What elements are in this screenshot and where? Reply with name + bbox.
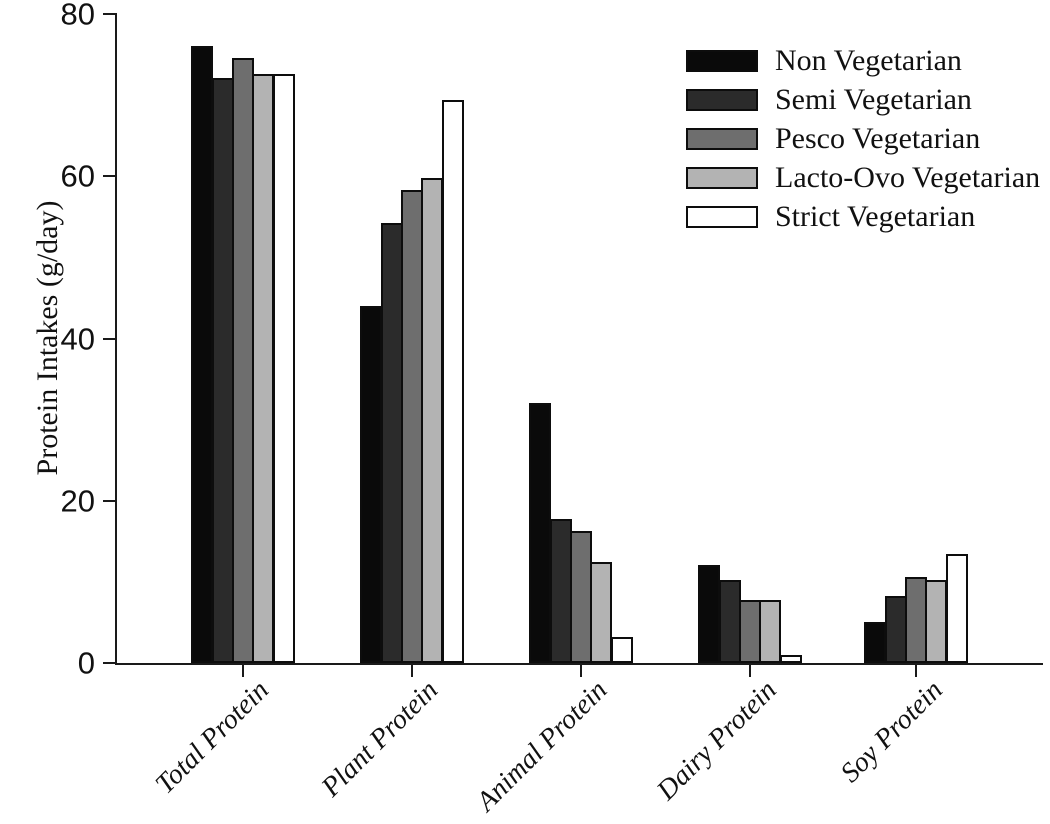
bar bbox=[529, 403, 552, 663]
bar bbox=[945, 553, 968, 663]
bar bbox=[211, 77, 234, 663]
bar bbox=[570, 531, 592, 663]
legend-item: Pesco Vegetarian bbox=[686, 122, 1040, 155]
bar bbox=[380, 222, 403, 663]
y-axis-title: Protein Intakes (g/day) bbox=[31, 200, 64, 476]
y-tick-mark bbox=[103, 175, 115, 178]
x-category-label: Dairy Protein bbox=[650, 674, 783, 807]
bar bbox=[698, 565, 721, 663]
legend-swatch bbox=[686, 89, 758, 111]
x-category-label: Total Protein bbox=[149, 674, 276, 801]
bar bbox=[925, 579, 948, 663]
y-tick-label: 20 bbox=[60, 483, 95, 519]
y-tick-mark bbox=[103, 499, 115, 502]
legend-item: Strict Vegetarian bbox=[686, 200, 1040, 233]
bar bbox=[905, 577, 927, 663]
y-tick-label: 0 bbox=[77, 645, 95, 681]
bar bbox=[360, 305, 383, 663]
y-tick-mark bbox=[103, 13, 115, 15]
bar bbox=[610, 636, 633, 663]
bar bbox=[549, 519, 572, 663]
x-category-label: Animal Protein bbox=[470, 674, 614, 818]
legend-swatch bbox=[686, 50, 758, 72]
bar bbox=[191, 46, 214, 663]
y-axis-line bbox=[115, 13, 117, 665]
legend-swatch bbox=[686, 128, 758, 150]
bar bbox=[759, 600, 782, 663]
legend-item: Semi Vegetarian bbox=[686, 83, 1040, 116]
y-tick-label: 40 bbox=[60, 321, 95, 356]
legend: Non Vegetarian Semi Vegetarian Pesco Veget… bbox=[686, 44, 1041, 243]
bar bbox=[401, 190, 423, 663]
bar bbox=[232, 58, 254, 663]
x-tick-mark bbox=[915, 665, 917, 677]
x-tick-mark bbox=[749, 665, 751, 677]
y-tick-mark bbox=[103, 662, 115, 664]
y-tick-mark bbox=[103, 337, 115, 340]
bar bbox=[718, 579, 741, 663]
bar bbox=[252, 73, 275, 663]
legend-label: Semi Vegetarian bbox=[775, 83, 972, 116]
bar bbox=[779, 654, 802, 663]
x-category-label: Soy Protein bbox=[834, 674, 949, 789]
legend-label: Non Vegetarian bbox=[775, 44, 962, 77]
y-tick-label: 80 bbox=[60, 0, 95, 32]
legend-item: Non Vegetarian bbox=[686, 44, 1040, 77]
legend-item: Lacto-Ovo Vegetarian bbox=[686, 161, 1041, 194]
bar bbox=[884, 596, 907, 663]
x-tick-mark bbox=[580, 665, 582, 677]
x-category-label: Plant Protein bbox=[316, 674, 445, 804]
bar bbox=[590, 562, 613, 663]
legend-swatch bbox=[686, 167, 758, 189]
legend-label: Strict Vegetarian bbox=[775, 200, 976, 233]
legend-label: Pesco Vegetarian bbox=[775, 122, 981, 155]
bar bbox=[272, 74, 295, 663]
x-tick-mark bbox=[242, 665, 244, 677]
x-tick-mark bbox=[411, 665, 413, 677]
legend-label: Lacto-Ovo Vegetarian bbox=[775, 161, 1041, 194]
bar bbox=[739, 600, 761, 663]
x-axis-line bbox=[115, 663, 1043, 665]
y-tick-label: 60 bbox=[60, 158, 95, 194]
bar bbox=[441, 99, 464, 663]
bar bbox=[864, 622, 887, 663]
legend-swatch bbox=[686, 206, 758, 228]
bar bbox=[421, 178, 444, 663]
